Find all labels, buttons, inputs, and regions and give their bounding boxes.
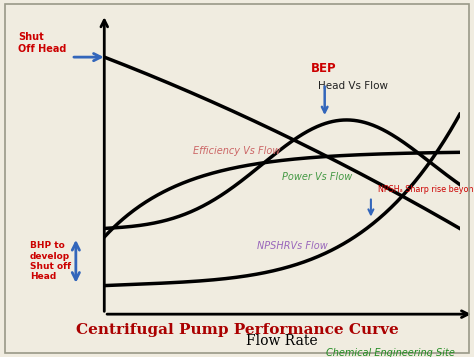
Text: Chemical Engineering Site: Chemical Engineering Site: [326, 348, 455, 357]
Text: Head Vs Flow: Head Vs Flow: [318, 81, 388, 91]
Text: BEP: BEP: [310, 62, 336, 75]
Text: Efficiency Vs Flow: Efficiency Vs Flow: [193, 146, 281, 156]
Text: Flow Rate: Flow Rate: [246, 334, 318, 348]
Text: Power Vs Flow: Power Vs Flow: [282, 172, 352, 182]
Text: BHP to
develop
Shut off
Head: BHP to develop Shut off Head: [30, 241, 71, 281]
Text: NPSHRVs Flow: NPSHRVs Flow: [257, 241, 328, 251]
Text: NPSHₐ Sharp rise beyond BEP: NPSHₐ Sharp rise beyond BEP: [378, 185, 474, 194]
Text: Shut
Off Head: Shut Off Head: [18, 32, 66, 54]
Text: Centrifugal Pump Performance Curve: Centrifugal Pump Performance Curve: [76, 323, 398, 337]
